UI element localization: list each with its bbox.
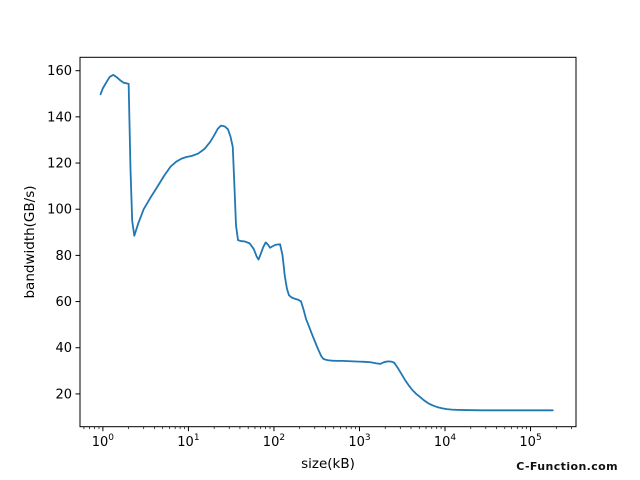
y-tick-label: 20 [55,387,72,402]
y-axis: 20 40 60 80 100 120 140 160 [47,64,80,402]
y-tick-label: 100 [47,203,72,218]
y-tick-label: 120 [47,157,72,172]
y-tick-label: 140 [47,110,72,125]
plot-frame [79,56,577,428]
x-tick-label: 100 [92,433,115,450]
x-axis-label: size(kB) [301,456,355,472]
y-tick-label: 80 [55,249,72,264]
x-axis: 100 101 102 103 104 105 [83,426,572,450]
x-tick-label: 103 [348,433,370,450]
bandwidth-line [99,73,554,412]
x-tick-label: 104 [434,433,457,450]
y-tick-label: 40 [55,341,72,356]
x-tick-label: 101 [177,433,199,450]
y-axis-label: bandwidth(GB/s) [22,185,38,299]
x-tick-label: 105 [519,433,541,450]
y-tick-label: 60 [55,295,72,310]
watermark: C-Function.com [516,460,618,473]
y-tick-label: 160 [47,64,72,79]
x-tick-label: 102 [263,433,285,450]
